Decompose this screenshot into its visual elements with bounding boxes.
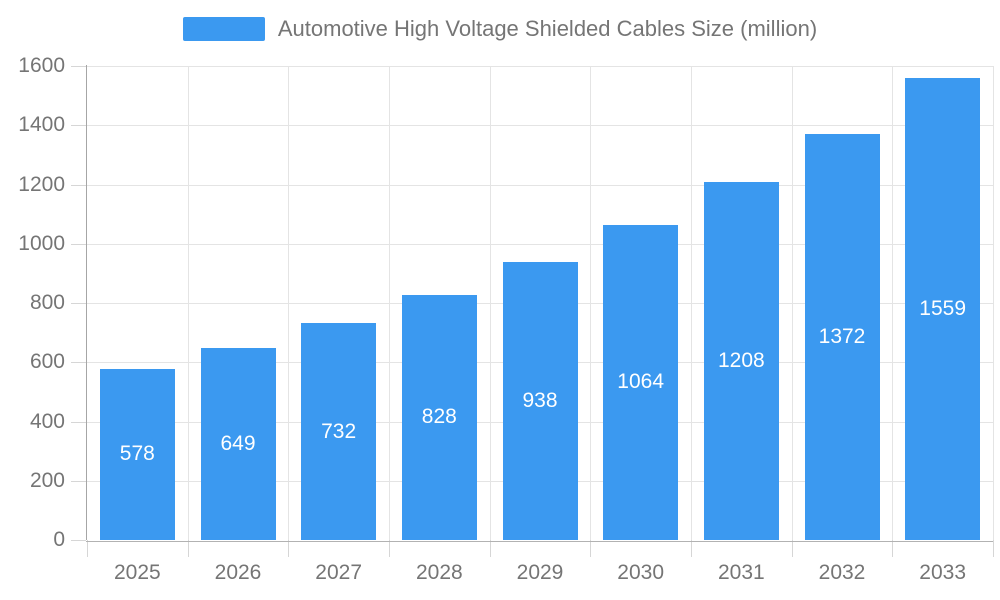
grid-line-vertical (590, 66, 592, 540)
x-axis-label: 2026 (214, 561, 262, 584)
bar-value-label: 1559 (919, 297, 967, 321)
bar-value-label: 578 (119, 442, 155, 466)
y-axis-label: 200 (29, 468, 65, 492)
x-axis-label: 2031 (717, 561, 765, 584)
y-axis-tick (71, 362, 86, 364)
y-axis-tick (71, 66, 86, 67)
y-axis-tick (71, 303, 86, 304)
y-axis-label: 1400 (18, 113, 65, 137)
grid-line-vertical (389, 66, 390, 540)
grid-line-horizontal (87, 184, 993, 186)
x-axis-line (85, 540, 993, 542)
x-axis-label: 2032 (818, 561, 866, 584)
y-axis-line (85, 65, 87, 540)
bar[interactable]: 828 (401, 294, 477, 540)
bar[interactable]: 1559 (905, 78, 981, 540)
bar[interactable]: 649 (200, 347, 276, 540)
y-axis-label: 600 (29, 350, 65, 374)
y-axis-label: 400 (29, 409, 65, 433)
grid-line-horizontal (87, 125, 993, 127)
grid-line-vertical (288, 66, 290, 540)
legend-label: Automotive High Voltage Shielded Cables … (277, 16, 818, 41)
y-axis-tick (71, 125, 86, 127)
bar[interactable]: 1064 (603, 224, 679, 540)
x-axis-label: 2028 (415, 561, 463, 584)
bar-value-label: 1064 (617, 370, 665, 394)
y-axis-label: 1600 (18, 54, 65, 77)
grid-line-vertical (691, 66, 692, 540)
x-axis-label: 2029 (516, 561, 564, 584)
grid-line-horizontal (87, 243, 993, 245)
y-axis-label: 1000 (18, 231, 65, 255)
y-axis-label: 800 (29, 291, 65, 314)
x-axis-label: 2025 (113, 561, 161, 584)
y-axis-tick (71, 243, 86, 245)
grid-line-vertical (892, 66, 894, 540)
y-axis-tick (71, 480, 86, 482)
x-axis-label: 2027 (315, 561, 363, 584)
x-axis-label: 2033 (919, 561, 967, 584)
x-axis-tick (590, 540, 592, 557)
bar[interactable]: 578 (99, 368, 175, 540)
bar-value-label: 938 (522, 389, 558, 413)
y-axis-tick (71, 184, 86, 186)
bar-value-label: 828 (421, 405, 457, 429)
plot-area: 0 200 400 600 800 1000 1200 1400 1600 2025 2026 202… (18, 54, 994, 584)
x-axis-tick (691, 540, 692, 557)
y-axis-tick (71, 421, 86, 423)
bar-value-label: 732 (321, 419, 357, 443)
y-axis-tick (71, 540, 86, 541)
bar-value-label: 1372 (818, 324, 866, 348)
x-axis-tick (288, 540, 290, 557)
x-axis-tick (187, 540, 189, 557)
x-axis-tick (489, 540, 491, 557)
grid-line-horizontal (87, 66, 993, 67)
legend-swatch-icon (182, 17, 265, 41)
grid-line-vertical (993, 66, 994, 540)
y-axis-label: 1200 (18, 172, 65, 196)
x-axis-tick (993, 540, 994, 557)
x-axis-label: 2030 (617, 561, 665, 584)
x-axis-tick (892, 540, 894, 557)
bar-value-label: 1208 (717, 349, 765, 373)
x-axis-tick (791, 540, 793, 557)
grid-line-vertical (791, 66, 793, 540)
bar[interactable]: 1208 (703, 182, 779, 540)
grid-line-vertical (187, 66, 189, 540)
x-axis-tick (87, 540, 88, 557)
bar[interactable]: 1372 (804, 133, 880, 540)
x-axis-tick (389, 540, 390, 557)
legend[interactable]: Automotive High Voltage Shielded Cables … (0, 16, 1000, 42)
y-axis-label: 0 (53, 528, 65, 551)
grid-line-vertical (489, 66, 491, 540)
bar[interactable]: 732 (301, 323, 377, 540)
bar[interactable]: 938 (502, 262, 578, 540)
bar-value-label: 649 (220, 431, 256, 455)
